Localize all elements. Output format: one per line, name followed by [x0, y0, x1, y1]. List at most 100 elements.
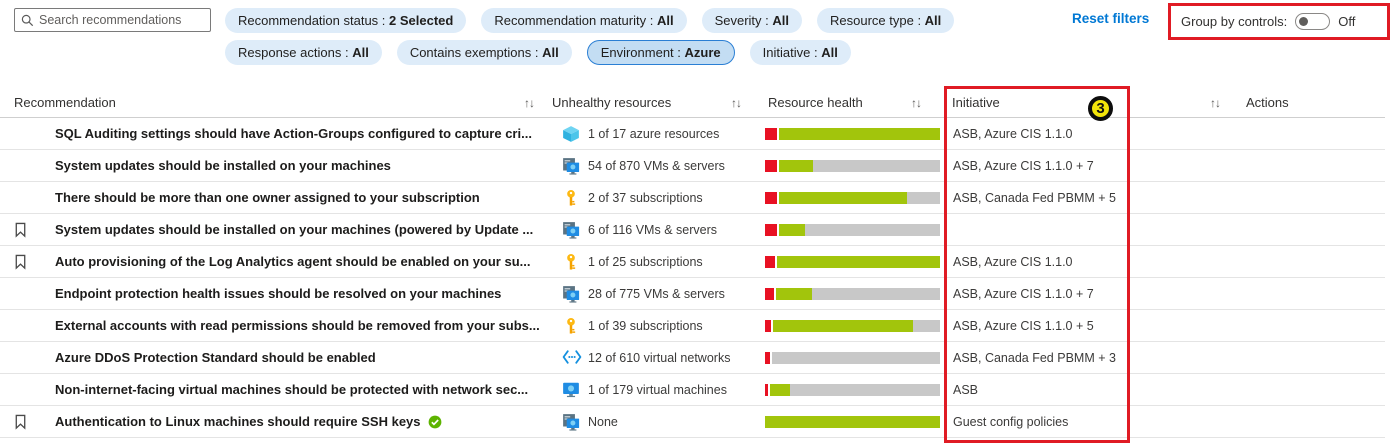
- filter-pill-initiative[interactable]: Initiative : All: [749, 40, 851, 65]
- health-bar-gray-segment: [772, 352, 940, 364]
- sort-icon[interactable]: ↑↓: [731, 96, 742, 110]
- resource-health-bar: [765, 416, 940, 428]
- table-row[interactable]: Auto provisioning of the Log Analytics a…: [0, 246, 1385, 278]
- search-box[interactable]: [14, 8, 211, 32]
- table-row[interactable]: System updates should be installed on yo…: [0, 214, 1385, 246]
- table-row[interactable]: SQL Auditing settings should have Action…: [0, 118, 1385, 150]
- health-bar-gray-segment: [790, 384, 940, 396]
- filter-pill-recommendation-maturity[interactable]: Recommendation maturity : All: [481, 8, 687, 33]
- recommendation-title: System updates should be installed on yo…: [55, 214, 533, 246]
- group-by-controls-toggle[interactable]: [1295, 13, 1331, 30]
- health-bar-gray-segment: [913, 320, 940, 332]
- vm-servers-icon: [562, 221, 580, 239]
- filter-pill-environment[interactable]: Environment : Azure: [586, 40, 735, 65]
- group-by-controls-label: Group by controls:: [1181, 14, 1288, 29]
- unhealthy-resources-count: None: [588, 415, 618, 429]
- bookmark-icon[interactable]: [13, 414, 28, 435]
- recommendation-title-text: Azure DDoS Protection Standard should be…: [55, 350, 376, 365]
- recommendation-title-text: System updates should be installed on yo…: [55, 222, 534, 237]
- column-header-resource-health[interactable]: Resource health: [768, 95, 863, 110]
- resource-health-bar: [765, 288, 940, 300]
- recommendation-title-text: SQL Auditing settings should have Action…: [55, 126, 532, 141]
- vm-servers-icon: [562, 285, 580, 303]
- subscription-key-icon: [562, 253, 580, 271]
- health-bar-green-segment: [779, 128, 940, 140]
- bookmark-icon[interactable]: [13, 222, 28, 243]
- sort-icon[interactable]: ↑↓: [524, 96, 535, 110]
- unhealthy-resources-count: 2 of 37 subscriptions: [588, 191, 703, 205]
- filter-label: Environment: [600, 45, 674, 60]
- resource-health-bar: [765, 192, 940, 204]
- filter-pill-recommendation-status[interactable]: Recommendation status : 2 Selected: [225, 8, 467, 33]
- bookmark-icon[interactable]: [13, 254, 28, 275]
- filter-pill-response-actions[interactable]: Response actions : All: [225, 40, 382, 65]
- table-row[interactable]: System updates should be installed on yo…: [0, 150, 1385, 182]
- recommendation-title-text: External accounts with read permissions …: [55, 318, 540, 333]
- resource-health-bar: [765, 160, 940, 172]
- unhealthy-resources-count: 1 of 25 subscriptions: [588, 255, 703, 269]
- health-bar-gray-segment: [813, 160, 940, 172]
- unhealthy-resources-count: 1 of 39 subscriptions: [588, 319, 703, 333]
- sort-icon[interactable]: ↑↓: [911, 96, 922, 110]
- verified-check-icon: [428, 415, 442, 429]
- initiative-value: ASB, Azure CIS 1.1.0: [953, 255, 1073, 269]
- table-row[interactable]: There should be more than one owner assi…: [0, 182, 1385, 214]
- sort-icon[interactable]: ↑↓: [1210, 96, 1221, 110]
- health-bar-red-segment: [765, 128, 777, 140]
- filter-label: Recommendation status: [238, 13, 379, 28]
- recommendation-title: SQL Auditing settings should have Action…: [55, 118, 532, 150]
- table-row[interactable]: Endpoint protection health issues should…: [0, 278, 1385, 310]
- initiative-value: ASB, Canada Fed PBMM + 3: [953, 351, 1116, 365]
- unhealthy-resources-count: 54 of 870 VMs & servers: [588, 159, 725, 173]
- filter-separator: :: [673, 45, 685, 60]
- health-bar-red-segment: [765, 256, 775, 268]
- filter-pill-contains-exemptions[interactable]: Contains exemptions : All: [396, 40, 572, 65]
- vm-servers-icon: [562, 157, 580, 175]
- reset-filters-link[interactable]: Reset filters: [1072, 11, 1150, 26]
- resource-health-bar: [765, 224, 940, 236]
- recommendation-title: Auto provisioning of the Log Analytics a…: [55, 246, 530, 278]
- initiative-value: ASB, Azure CIS 1.1.0 + 7: [953, 159, 1094, 173]
- unhealthy-resources-count: 28 of 775 VMs & servers: [588, 287, 725, 301]
- health-bar-green-segment: [773, 320, 913, 332]
- health-bar-gray-segment: [907, 192, 940, 204]
- column-header-unhealthy-resources[interactable]: Unhealthy resources: [552, 95, 672, 110]
- health-bar-gray-segment: [812, 288, 940, 300]
- filter-label: Response actions: [238, 45, 342, 60]
- health-bar-green-segment: [779, 224, 805, 236]
- filter-label: Resource type: [830, 13, 914, 28]
- virtual-network-icon: [562, 349, 582, 367]
- health-bar-green-segment: [776, 288, 812, 300]
- initiative-value: ASB, Azure CIS 1.1.0 + 7: [953, 287, 1094, 301]
- filter-value: 2 Selected: [389, 13, 454, 28]
- health-bar-red-segment: [765, 160, 777, 172]
- search-icon: [21, 14, 34, 27]
- group-by-controls-annotation-box: Group by controls: Off: [1168, 3, 1390, 40]
- resource-health-bar: [765, 320, 940, 332]
- health-bar-red-segment: [765, 192, 777, 204]
- table-body: SQL Auditing settings should have Action…: [0, 118, 1385, 438]
- table-row[interactable]: Authentication to Linux machines should …: [0, 406, 1385, 438]
- recommendation-title: Non-internet-facing virtual machines sho…: [55, 374, 528, 406]
- filter-label: Contains exemptions: [409, 45, 532, 60]
- column-header-initiative[interactable]: Initiative: [952, 95, 1000, 110]
- column-header-actions[interactable]: Actions: [1246, 95, 1289, 110]
- search-input[interactable]: [39, 13, 204, 27]
- virtual-machine-icon: [562, 381, 580, 399]
- filter-pill-severity[interactable]: Severity : All: [701, 8, 802, 33]
- recommendation-title-text: System updates should be installed on yo…: [55, 158, 391, 173]
- table-row[interactable]: Non-internet-facing virtual machines sho…: [0, 374, 1385, 406]
- filter-separator: :: [646, 13, 657, 28]
- health-bar-red-segment: [765, 384, 768, 396]
- recommendation-title: System updates should be installed on yo…: [55, 150, 391, 182]
- column-header-recommendation[interactable]: Recommendation: [14, 95, 116, 110]
- initiative-value: Guest config policies: [953, 415, 1069, 429]
- health-bar-green-segment: [779, 160, 813, 172]
- vm-servers-icon: [562, 413, 580, 431]
- filter-value: Azure: [684, 45, 721, 60]
- filter-value: All: [821, 45, 838, 60]
- table-row[interactable]: External accounts with read permissions …: [0, 310, 1385, 342]
- recommendation-title-text: Non-internet-facing virtual machines sho…: [55, 382, 529, 397]
- table-row[interactable]: Azure DDoS Protection Standard should be…: [0, 342, 1385, 374]
- filter-pill-resource-type[interactable]: Resource type : All: [817, 8, 955, 33]
